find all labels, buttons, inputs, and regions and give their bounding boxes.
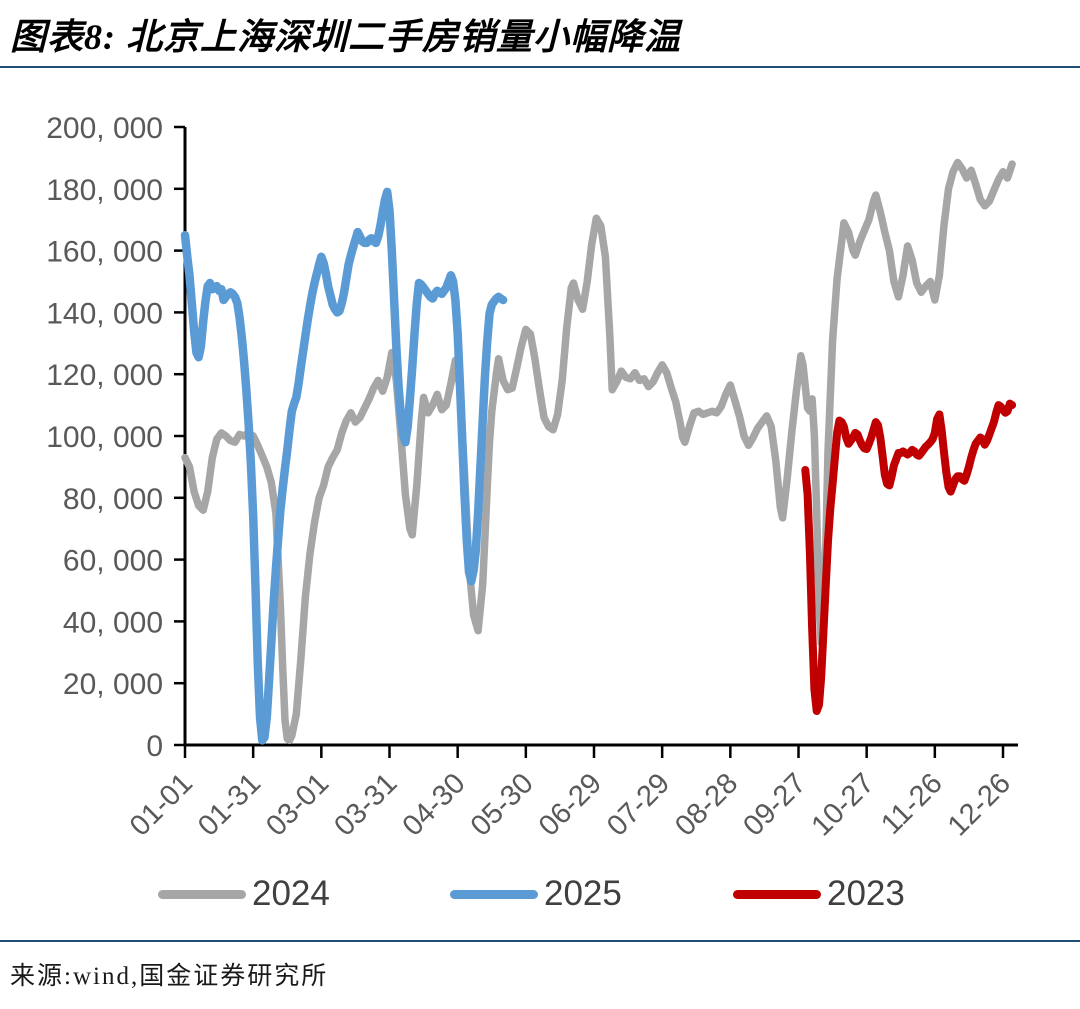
legend-item-2024: 2024 — [158, 872, 330, 916]
series-line-2023 — [801, 399, 1017, 715]
legend-item-2025: 2025 — [450, 872, 622, 916]
y-axis-tick-label: 0 — [146, 730, 163, 763]
x-axis-tick-label: 06-29 — [533, 767, 608, 842]
y-axis-tick-label: 120, 000 — [46, 359, 163, 392]
y-axis-tick-label: 80, 000 — [63, 483, 163, 516]
source-text: 来源:wind,国金证券研究所 — [10, 963, 329, 990]
x-axis-tick-label: 09-27 — [737, 767, 812, 842]
x-axis-tick-label: 01-01 — [124, 767, 199, 842]
y-axis-tick-label: 200, 000 — [46, 112, 163, 145]
page-title: 图表8: 北京上海深圳二手房销量小幅降温 — [10, 17, 681, 57]
y-axis-tick-label: 20, 000 — [63, 668, 163, 701]
x-axis-tick-label: 07-29 — [601, 767, 676, 842]
legend-item-2023: 2023 — [733, 872, 905, 916]
series-line-2025 — [180, 187, 508, 745]
footer-divider — [0, 940, 1080, 942]
x-axis-tick-label: 08-28 — [669, 767, 744, 842]
legend-label-2024: 2024 — [252, 874, 330, 913]
x-axis-tick-label: 01-31 — [192, 767, 267, 842]
x-axis-tick-label: 05-30 — [465, 767, 540, 842]
x-axis-tick-label: 10-27 — [806, 767, 881, 842]
legend-swatch-2025 — [450, 889, 538, 899]
x-axis-tick-label: 04-30 — [397, 767, 472, 842]
y-axis-tick-label: 160, 000 — [46, 236, 163, 269]
x-axis-tick-label: 11-26 — [875, 767, 949, 841]
legend-label-2025: 2025 — [544, 874, 622, 913]
y-axis-tick-label: 40, 000 — [63, 606, 163, 639]
y-axis-tick-label: 100, 000 — [46, 421, 163, 454]
series-line-2024 — [181, 158, 1016, 745]
legend-swatch-2023 — [733, 889, 821, 899]
legend-label-2023: 2023 — [827, 874, 905, 913]
x-axis-tick-label: 12-26 — [942, 767, 1017, 842]
y-axis-tick-label: 60, 000 — [63, 545, 163, 578]
x-axis-tick-label: 03-31 — [328, 767, 403, 842]
y-axis-tick-label: 180, 000 — [46, 174, 163, 207]
title-divider — [0, 66, 1080, 68]
x-axis-tick-label: 03-01 — [260, 767, 335, 842]
legend-swatch-2024 — [158, 889, 246, 899]
y-axis-tick-label: 140, 000 — [46, 297, 163, 330]
chart-legend: 2024 2025 2023 — [0, 872, 1080, 922]
